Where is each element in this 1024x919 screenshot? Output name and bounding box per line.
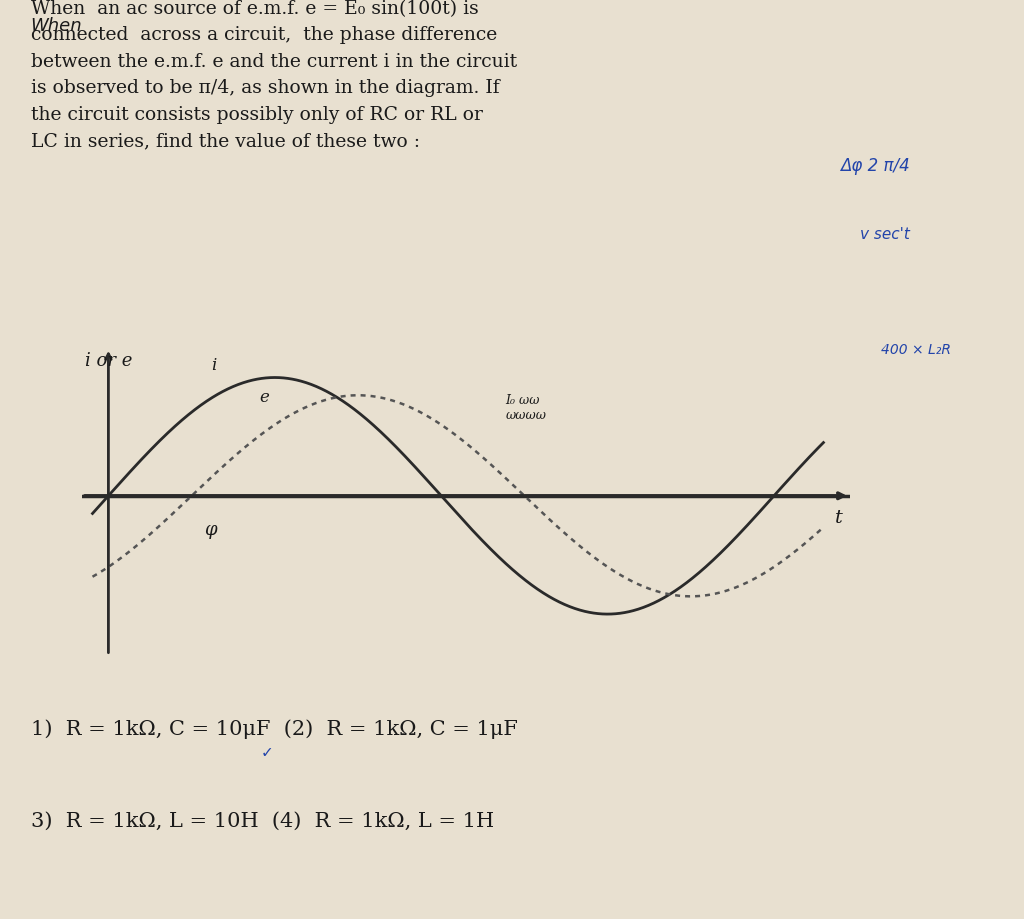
Text: v sec't: v sec't [860,227,910,242]
Text: When  an ac source of e.m.f. e = E₀ sin(100t) is
connected  across a circuit,  t: When an ac source of e.m.f. e = E₀ sin(1… [31,0,517,150]
Text: ✓: ✓ [261,744,273,759]
Text: I₀ ωω
ωωωω: I₀ ωω ωωωω [506,393,547,422]
Text: t: t [836,508,844,527]
Text: 400 × L₂R: 400 × L₂R [881,342,950,357]
Text: When: When [31,17,82,36]
Text: i: i [211,357,217,374]
Text: φ: φ [204,520,216,538]
Text: e: e [259,389,268,405]
Text: 1)  R = 1kΩ, C = 10μF  (2)  R = 1kΩ, C = 1μF: 1) R = 1kΩ, C = 10μF (2) R = 1kΩ, C = 1μ… [31,719,517,738]
Text: i or e: i or e [85,351,132,369]
Text: Δφ 2 π/4: Δφ 2 π/4 [840,157,909,176]
Text: 3)  R = 1kΩ, L = 10H  (4)  R = 1kΩ, L = 1H: 3) R = 1kΩ, L = 10H (4) R = 1kΩ, L = 1H [31,811,494,830]
